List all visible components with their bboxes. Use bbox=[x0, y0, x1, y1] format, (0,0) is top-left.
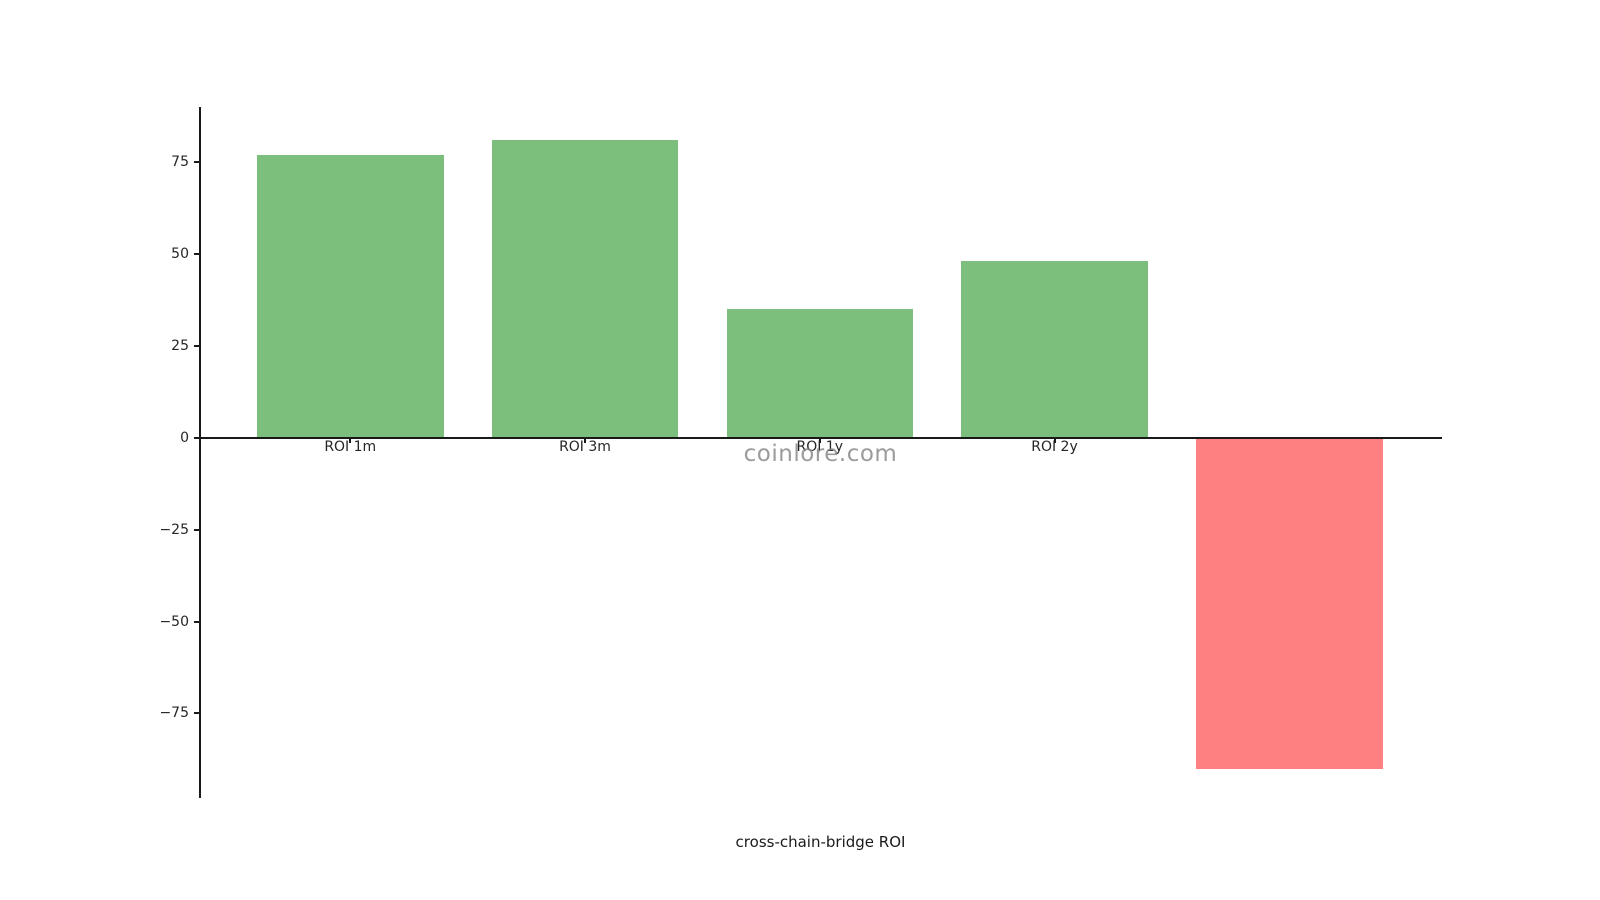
y-tick-label-50: 50 bbox=[171, 246, 189, 263]
y-tick-label--50: −50 bbox=[159, 613, 189, 630]
watermark: coinlore.com bbox=[743, 441, 898, 467]
x-tick-label-roi-2y: ROI 2y bbox=[1031, 439, 1078, 456]
chart-title: cross-chain-bridge ROI bbox=[735, 833, 906, 851]
x-tick-roi-3m bbox=[584, 437, 586, 443]
y-tick-label-25: 25 bbox=[171, 337, 189, 354]
bar-roi-2y bbox=[961, 261, 1148, 438]
x-tick-label-roi-3m: ROI 3m bbox=[559, 439, 611, 456]
bar-5-unlabeled bbox=[1196, 437, 1383, 769]
y-tick-label--75: −75 bbox=[159, 705, 189, 722]
bar-roi-1y bbox=[726, 309, 913, 438]
x-tick-roi-2y bbox=[1053, 437, 1056, 443]
bar-roi-1m bbox=[257, 154, 444, 438]
y-axis-line bbox=[199, 107, 201, 798]
y-tick--75 bbox=[194, 712, 199, 715]
y-tick-label--25: −25 bbox=[159, 521, 189, 538]
y-tick-75 bbox=[194, 161, 199, 164]
y-tick--50 bbox=[194, 620, 199, 623]
x-tick-label-roi-1m: ROI 1m bbox=[324, 439, 377, 456]
bar-roi-3m bbox=[491, 140, 679, 438]
y-tick-50 bbox=[194, 253, 199, 256]
y-tick-0 bbox=[194, 436, 199, 439]
x-tick-roi-1m bbox=[349, 437, 352, 443]
x-tick-roi-1y bbox=[818, 437, 821, 443]
y-tick-label-75: 75 bbox=[171, 154, 189, 171]
y-tick--25 bbox=[194, 528, 199, 531]
y-tick-label-0: 0 bbox=[180, 429, 189, 446]
x-tick-label-roi-1y: ROI 1y bbox=[796, 439, 844, 456]
y-tick-25 bbox=[194, 344, 199, 347]
